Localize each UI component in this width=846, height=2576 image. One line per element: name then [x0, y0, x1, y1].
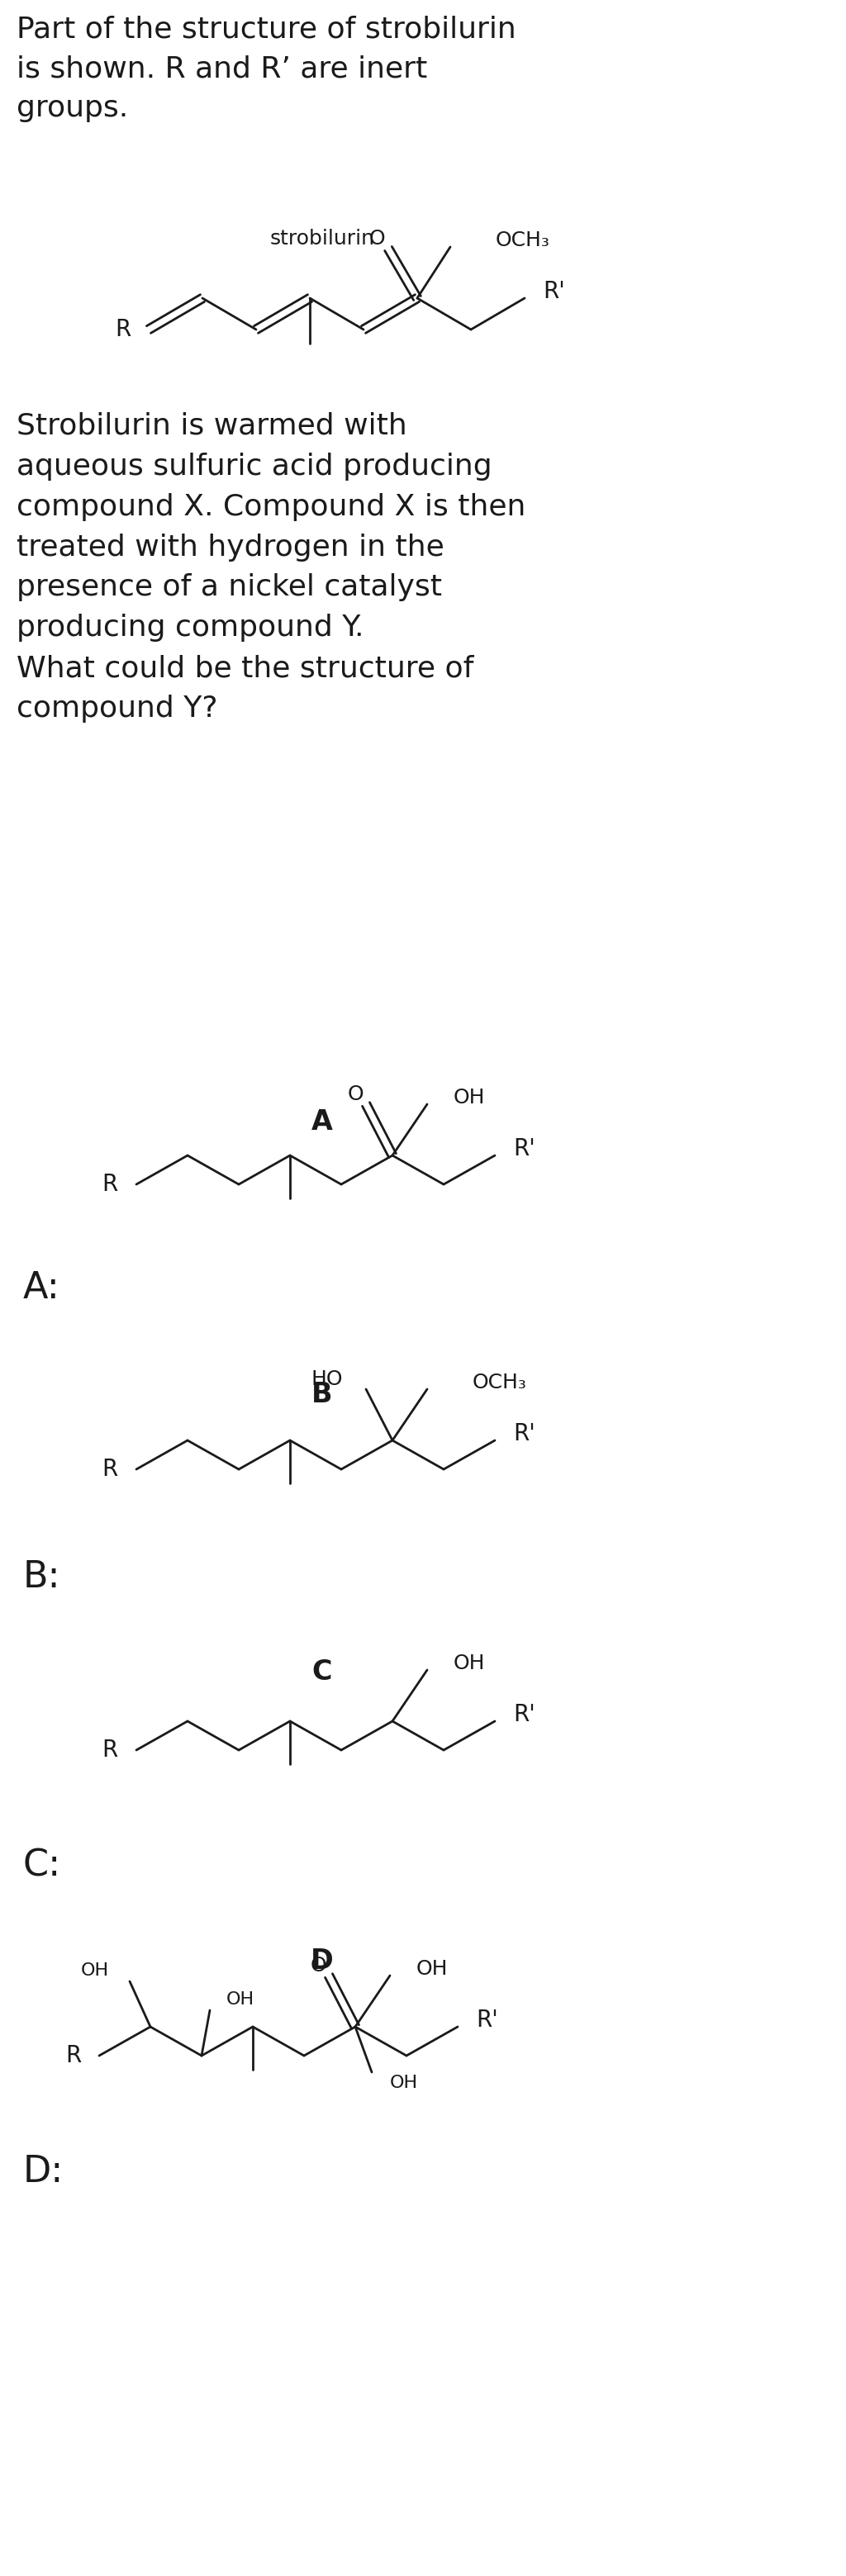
Text: A:: A: [23, 1270, 60, 1306]
Text: R': R' [543, 281, 565, 304]
Text: R: R [65, 2045, 81, 2069]
Text: R': R' [513, 1703, 536, 1726]
Text: OH: OH [453, 1654, 486, 1674]
Text: R: R [102, 1458, 118, 1481]
Text: OCH₃: OCH₃ [473, 1373, 527, 1394]
Text: B: B [311, 1381, 332, 1409]
Text: HO: HO [311, 1370, 343, 1388]
Text: OH: OH [81, 1963, 109, 1978]
Text: D: D [310, 1947, 333, 1973]
Text: O: O [310, 1955, 327, 1976]
Text: OH: OH [390, 2074, 418, 2092]
Text: O: O [369, 229, 385, 250]
Text: OCH₃: OCH₃ [496, 229, 550, 250]
Text: R': R' [513, 1422, 536, 1445]
Text: C: C [312, 1659, 332, 1685]
Text: Part of the structure of strobilurin
is shown. R and R’ are inert
groups.: Part of the structure of strobilurin is … [17, 15, 516, 121]
Text: Strobilurin is warmed with
aqueous sulfuric acid producing
compound X. Compound : Strobilurin is warmed with aqueous sulfu… [17, 412, 525, 724]
Text: OH: OH [453, 1087, 486, 1108]
Text: strobilurin: strobilurin [270, 229, 375, 250]
Text: O: O [347, 1084, 364, 1105]
Text: OH: OH [227, 1991, 255, 2007]
Text: B:: B: [23, 1558, 61, 1595]
Text: D:: D: [23, 2154, 64, 2190]
Text: R: R [114, 317, 130, 340]
Text: R': R' [475, 2009, 498, 2032]
Text: C:: C: [23, 1847, 62, 1883]
Text: R: R [102, 1739, 118, 1762]
Text: R: R [102, 1172, 118, 1195]
Text: R': R' [513, 1136, 536, 1159]
Text: A: A [311, 1108, 332, 1136]
Text: OH: OH [416, 1960, 448, 1978]
